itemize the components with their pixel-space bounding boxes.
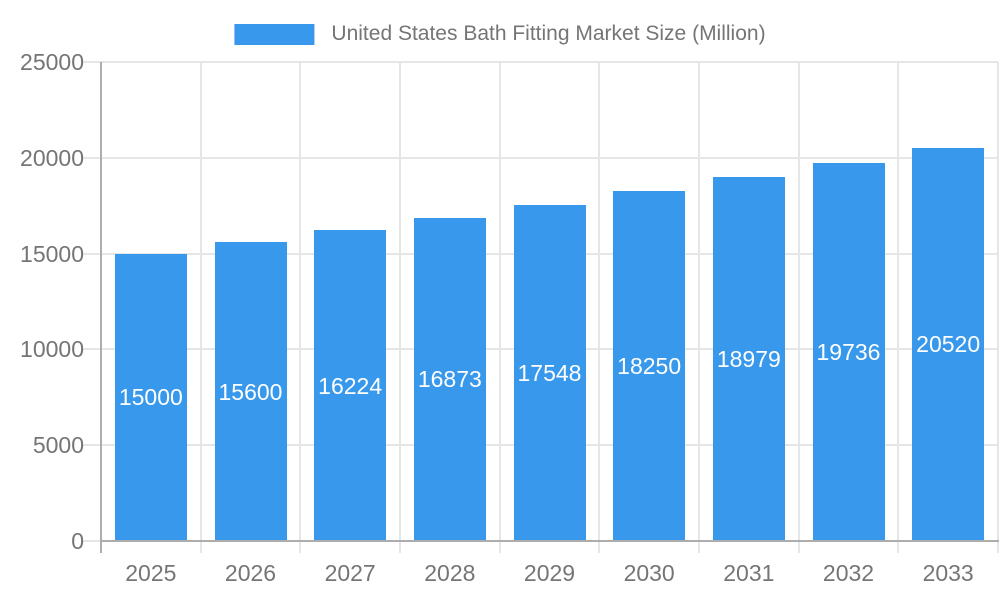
legend-swatch <box>234 23 315 45</box>
bar-2026 <box>214 242 287 541</box>
x-tick-label-2028: 2028 <box>424 560 476 586</box>
bar-value-label-2028: 16873 <box>417 366 482 393</box>
gridline-x-5 <box>598 62 601 553</box>
bar-2027 <box>314 230 387 541</box>
x-tick-label-2032: 2032 <box>822 560 875 586</box>
bar-2030 <box>613 191 686 541</box>
bar-2032 <box>812 162 885 541</box>
bar-2025 <box>114 253 187 541</box>
bar-value-label-2031: 18979 <box>716 346 781 373</box>
x-tick-label-2033: 2033 <box>922 560 974 586</box>
y-tick-label-20000: 20000 <box>20 144 84 171</box>
bar-value-label-2033: 20520 <box>916 331 981 358</box>
y-tick-label-15000: 15000 <box>20 240 84 267</box>
x-tick-label-2026: 2026 <box>224 560 277 586</box>
gridline-x-8 <box>897 62 900 553</box>
bar-value-label-2027: 16224 <box>318 372 383 399</box>
bar-value-label-2026: 15600 <box>218 378 283 405</box>
x-tick-label-2025: 2025 <box>125 560 177 586</box>
bar-2033 <box>912 147 985 541</box>
gridline-x-7 <box>797 62 800 553</box>
legend-label: United States Bath Fitting Market Size (… <box>331 22 766 45</box>
x-tick-label-2031: 2031 <box>723 560 775 586</box>
bar-2031 <box>712 177 785 541</box>
x-tick-label-2027: 2027 <box>324 560 376 586</box>
bar-2029 <box>513 204 586 541</box>
x-axis-baseline <box>100 540 999 542</box>
bar-value-label-2025: 15000 <box>118 384 183 411</box>
x-tick-label-2029: 2029 <box>523 560 576 586</box>
bar-value-label-2032: 19736 <box>816 338 881 365</box>
gridline-x-3 <box>399 62 401 553</box>
gridline-x-1 <box>199 62 202 553</box>
gridline-x-6 <box>698 62 700 553</box>
bar-2028 <box>413 217 486 541</box>
y-axis-line <box>100 62 102 553</box>
y-tick-label-10000: 10000 <box>20 336 84 363</box>
bar-value-label-2029: 17548 <box>517 359 582 386</box>
y-tick-label-5000: 5000 <box>32 432 84 459</box>
y-tick-label-0: 0 <box>71 528 84 554</box>
x-tick-label-2030: 2030 <box>623 560 675 586</box>
gridline-x-4 <box>498 62 501 553</box>
legend: United States Bath Fitting Market Size (… <box>234 22 766 46</box>
y-tick-label-25000: 25000 <box>20 49 84 75</box>
bar-value-label-2030: 18250 <box>617 353 682 380</box>
gridline-x-2 <box>299 62 302 553</box>
gridline-y-25000 <box>83 61 998 63</box>
gridline-x-9 <box>997 62 999 553</box>
gridline-y-20000 <box>83 156 998 159</box>
